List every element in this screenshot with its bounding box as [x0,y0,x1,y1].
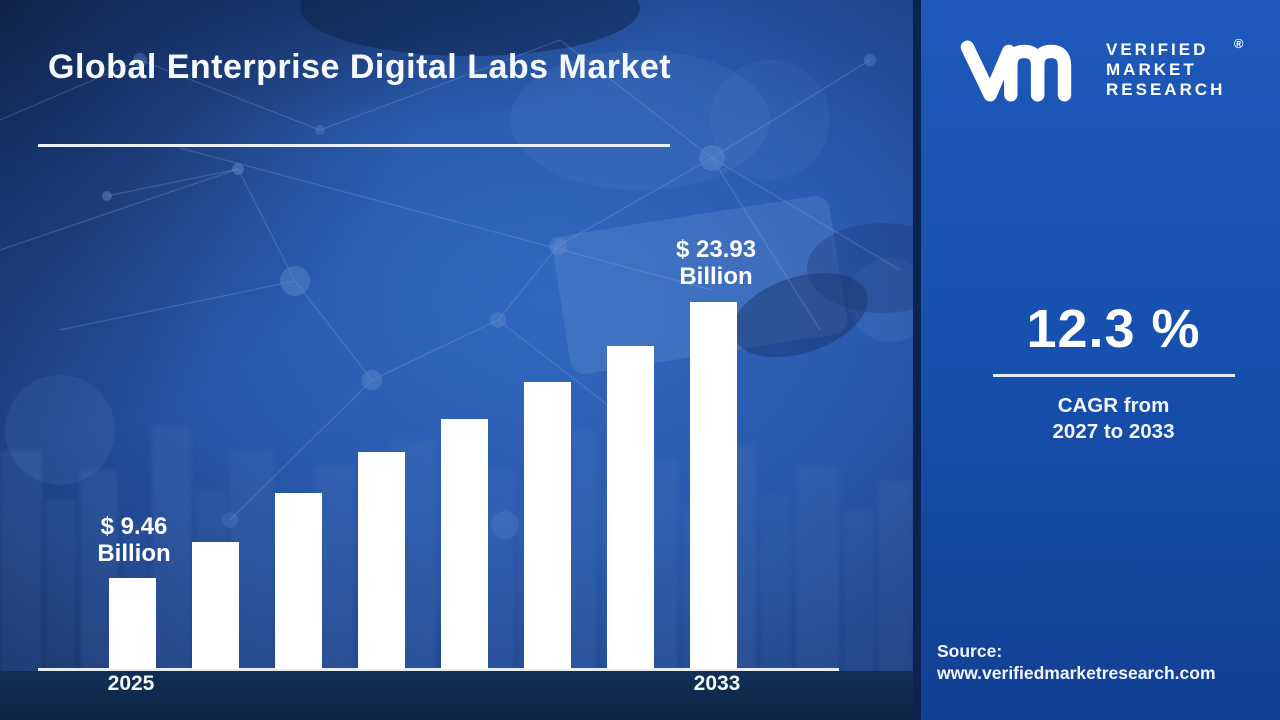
bar-1 [109,578,156,669]
panel-divider [913,0,921,720]
bar-7 [607,346,654,669]
brand-name-line3: RESEARCH [1106,80,1226,99]
registered-trademark-icon: ® [1233,36,1244,51]
source-url: www.verifiedmarketresearch.com [937,663,1216,683]
cagr-value: 12.3 % [1026,299,1201,359]
brand-logo: ® VERIFIED MARKET RESEARCH [941,36,1243,102]
network-decoration [0,0,913,539]
bottom-shade-band [0,671,913,720]
x-axis-label-last: 2033 [693,672,741,695]
bar-3 [275,493,322,669]
brand-name-line1: VERIFIED [1106,40,1209,59]
brand-side-panel: ® VERIFIED MARKET RESEARCH 12.3 % CAGR f… [921,0,1280,720]
bar-2 [192,542,239,669]
brand-name: ® VERIFIED MARKET RESEARCH [1106,36,1243,100]
source-label: Source: [937,641,1003,661]
vmr-logo-icon [960,40,1072,102]
last-bar-value-label: $ 23.93 Billion [676,236,756,290]
brand-name-line2: MARKET [1106,60,1197,79]
x-axis-label-first: 2025 [107,672,155,695]
cagr-caption-line2: 2027 to 2033 [1052,419,1175,443]
bar-8 [690,302,737,669]
bar-4 [358,452,405,669]
first-bar-value: $ 9.46 [100,513,168,540]
last-bar-value: $ 23.93 [675,236,757,263]
cagr-stat: 12.3 % CAGR from 2027 to 2033 [921,298,1280,445]
bar-5 [441,419,488,669]
cagr-caption-line1: CAGR from [1057,393,1170,417]
x-axis-line [38,668,839,671]
page-title: Global Enterprise Digital Labs Market [48,48,672,86]
bar-6 [524,382,571,669]
first-bar-unit: Billion [97,540,171,567]
title-underline [38,144,670,147]
first-bar-value-label: $ 9.46 Billion [97,513,170,567]
last-bar-unit: Billion [679,263,753,290]
infographic-main-panel: Global Enterprise Digital Labs Market $ … [0,0,913,720]
cagr-underline [992,374,1235,377]
bar-chart: $ 9.46 Billion $ 23.93 Billion 2025 2033 [38,236,839,695]
source-attribution: Source: www.verifiedmarketresearch.com [937,640,1216,684]
